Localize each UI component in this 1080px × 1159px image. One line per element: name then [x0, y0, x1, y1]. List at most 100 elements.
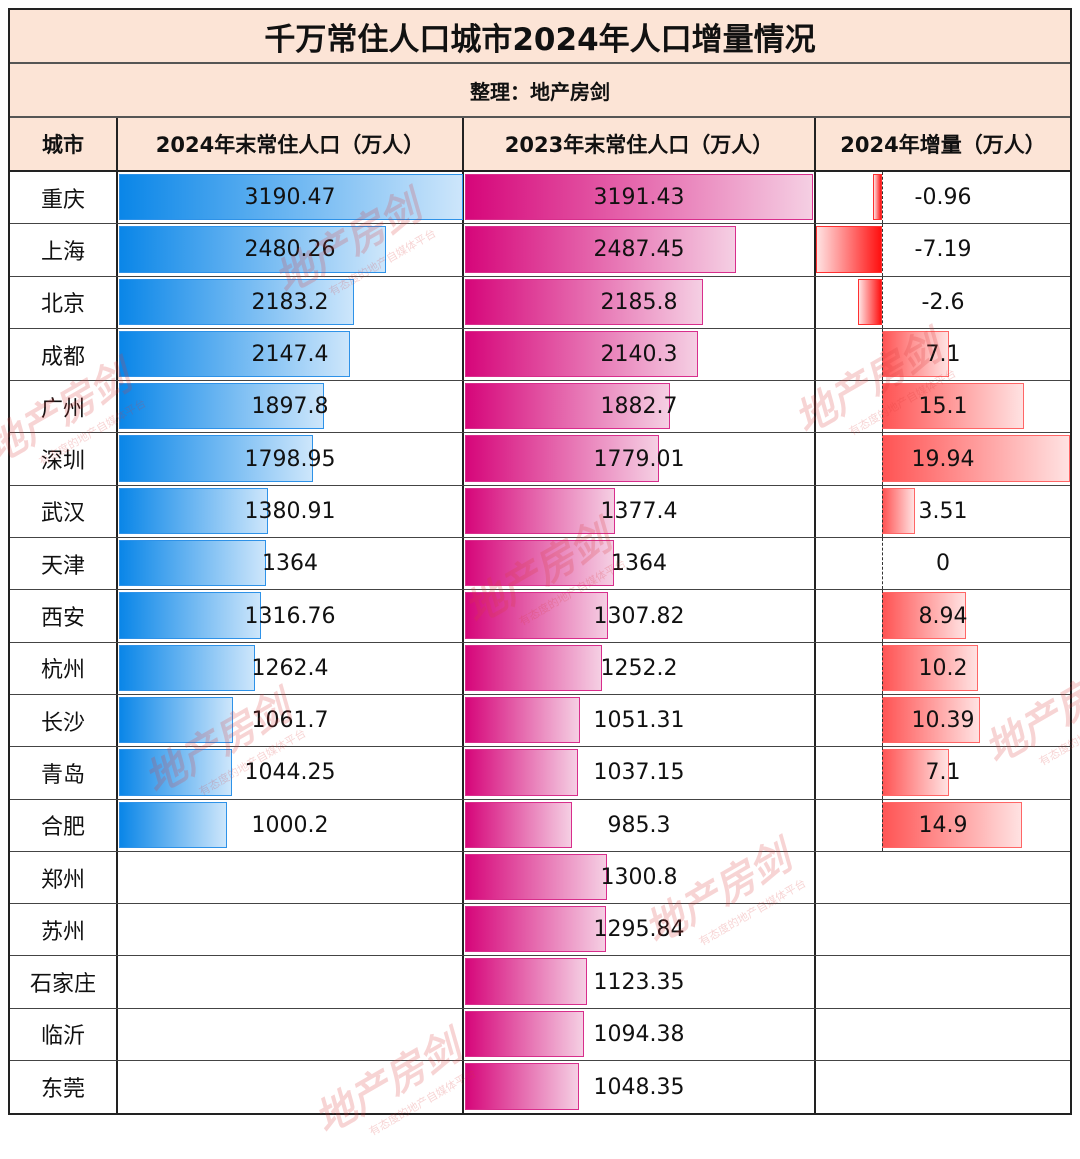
pop-2023-cell: 1037.15: [464, 747, 816, 799]
pop-2024-cell: 3190.47: [118, 172, 464, 224]
data-bar: [119, 592, 261, 639]
pop-2024-cell: 1364: [118, 538, 464, 590]
city-cell: 合肥: [10, 799, 118, 851]
data-bar: [882, 435, 1070, 482]
pop-2023-cell: 1252.2: [464, 642, 816, 694]
data-bar: [465, 644, 602, 691]
data-bar: [465, 906, 606, 953]
pop-2024-cell: 2147.4: [118, 328, 464, 381]
pop-2024-cell: [118, 904, 464, 956]
data-bar: [465, 330, 698, 378]
data-bar: [816, 226, 882, 273]
value-label: 1380.91: [244, 498, 336, 524]
value-label: 2140.3: [600, 342, 678, 368]
city-cell: 杭州: [10, 642, 118, 694]
data-bar: [882, 592, 966, 639]
header-pop-2024: 2024年末常住人口（万人）: [118, 118, 464, 170]
table-row: 苏州 1295.84: [10, 904, 1070, 957]
delta-cell: 15.1: [816, 381, 1070, 433]
pop-2023-cell: 1123.35: [464, 956, 816, 1008]
pop-2024-cell: 1897.8: [118, 381, 464, 433]
value-label: 7.1: [925, 342, 961, 368]
value-label: 15.1: [918, 394, 968, 420]
value-label: 8.94: [918, 603, 968, 629]
value-label: 1295.84: [593, 917, 685, 943]
data-bar: [119, 801, 227, 848]
city-cell: 郑州: [10, 851, 118, 904]
delta-cell: [816, 1061, 1070, 1113]
pop-2023-cell: 1300.8: [464, 851, 816, 904]
value-label: [816, 904, 1070, 955]
table-row: 石家庄 1123.35: [10, 956, 1070, 1009]
data-bar: [882, 801, 1022, 848]
value-label: 1316.76: [244, 603, 336, 629]
zero-axis: [882, 485, 883, 538]
column-headers: 城市 2024年末常住人口（万人） 2023年末常住人口（万人） 2024年增量…: [10, 118, 1070, 172]
delta-cell: [816, 1009, 1070, 1060]
table-title: 千万常住人口城市2024年人口增量情况: [10, 10, 1070, 64]
table-row: 广州 1897.8 1882.7 15.1: [10, 381, 1070, 434]
pop-2024-cell: 1316.76: [118, 590, 464, 642]
city-cell: 临沂: [10, 1008, 118, 1061]
zero-axis: [882, 276, 883, 328]
data-bar: [119, 174, 463, 221]
city-cell: 西安: [10, 590, 118, 642]
value-label: 1037.15: [593, 760, 685, 786]
value-label: 2147.4: [251, 342, 329, 368]
data-bar: [465, 801, 572, 848]
city-cell: 北京: [10, 276, 118, 328]
data-bar: [119, 487, 268, 535]
value-label: 1044.25: [244, 760, 336, 786]
value-label: 2185.8: [600, 289, 678, 315]
data-bar: [465, 278, 703, 325]
value-label: 1094.38: [593, 1021, 685, 1047]
data-bar: [465, 487, 615, 535]
delta-cell: 19.94: [816, 433, 1070, 485]
data-bar: [465, 958, 587, 1005]
delta-cell: [816, 852, 1070, 903]
value-label: 1262.4: [251, 655, 329, 681]
value-label: -0.96: [914, 185, 972, 211]
data-bar: [882, 696, 980, 744]
pop-2024-cell: 1380.91: [118, 485, 464, 538]
data-bar: [882, 749, 949, 796]
data-bar: [119, 278, 354, 325]
value-label: 7.1: [925, 760, 961, 786]
city-cell: 深圳: [10, 433, 118, 485]
pop-2024-cell: 1000.2: [118, 799, 464, 851]
data-bar: [465, 853, 607, 901]
delta-cell: 7.1: [816, 747, 1070, 799]
value-label: [816, 956, 1070, 1007]
value-label: 2487.45: [593, 237, 685, 263]
value-label: 10.2: [918, 655, 968, 681]
table-body: 重庆 3190.47 3191.43 -0.96 上海 2480.26 2487.45 -7.…: [10, 172, 1070, 1114]
pop-2023-cell: 985.3: [464, 799, 816, 851]
delta-cell: 0: [816, 538, 1070, 590]
table-row: 临沂 1094.38: [10, 1008, 1070, 1062]
table-row: 上海 2480.26 2487.45 -7.19: [10, 224, 1070, 277]
table-row: 青岛 1044.25 1037.15 7.1: [10, 747, 1070, 800]
value-label: 1897.8: [251, 394, 329, 420]
delta-cell: 7.1: [816, 328, 1070, 381]
zero-axis: [882, 799, 883, 851]
pop-2023-cell: 1295.84: [464, 904, 816, 956]
value-label: [118, 1009, 462, 1060]
value-label: 985.3: [607, 812, 671, 838]
data-bar: [119, 696, 233, 744]
table-row: 西安 1316.76 1307.82 8.94: [10, 590, 1070, 643]
pop-2023-cell: 1779.01: [464, 433, 816, 485]
pop-2023-cell: 2140.3: [464, 328, 816, 381]
delta-cell: 8.94: [816, 590, 1070, 642]
value-label: 14.9: [918, 812, 968, 838]
value-label: 1779.01: [593, 446, 685, 472]
pop-2024-cell: 1044.25: [118, 747, 464, 799]
zero-axis: [882, 381, 883, 433]
value-label: 1798.95: [244, 446, 336, 472]
zero-axis: [882, 224, 883, 276]
table-row: 东莞 1048.35: [10, 1061, 1070, 1114]
value-label: -7.19: [914, 237, 972, 263]
data-bar: [119, 383, 324, 430]
pop-2024-cell: [118, 1008, 464, 1061]
data-bar: [882, 644, 978, 691]
data-bar: [873, 174, 882, 221]
